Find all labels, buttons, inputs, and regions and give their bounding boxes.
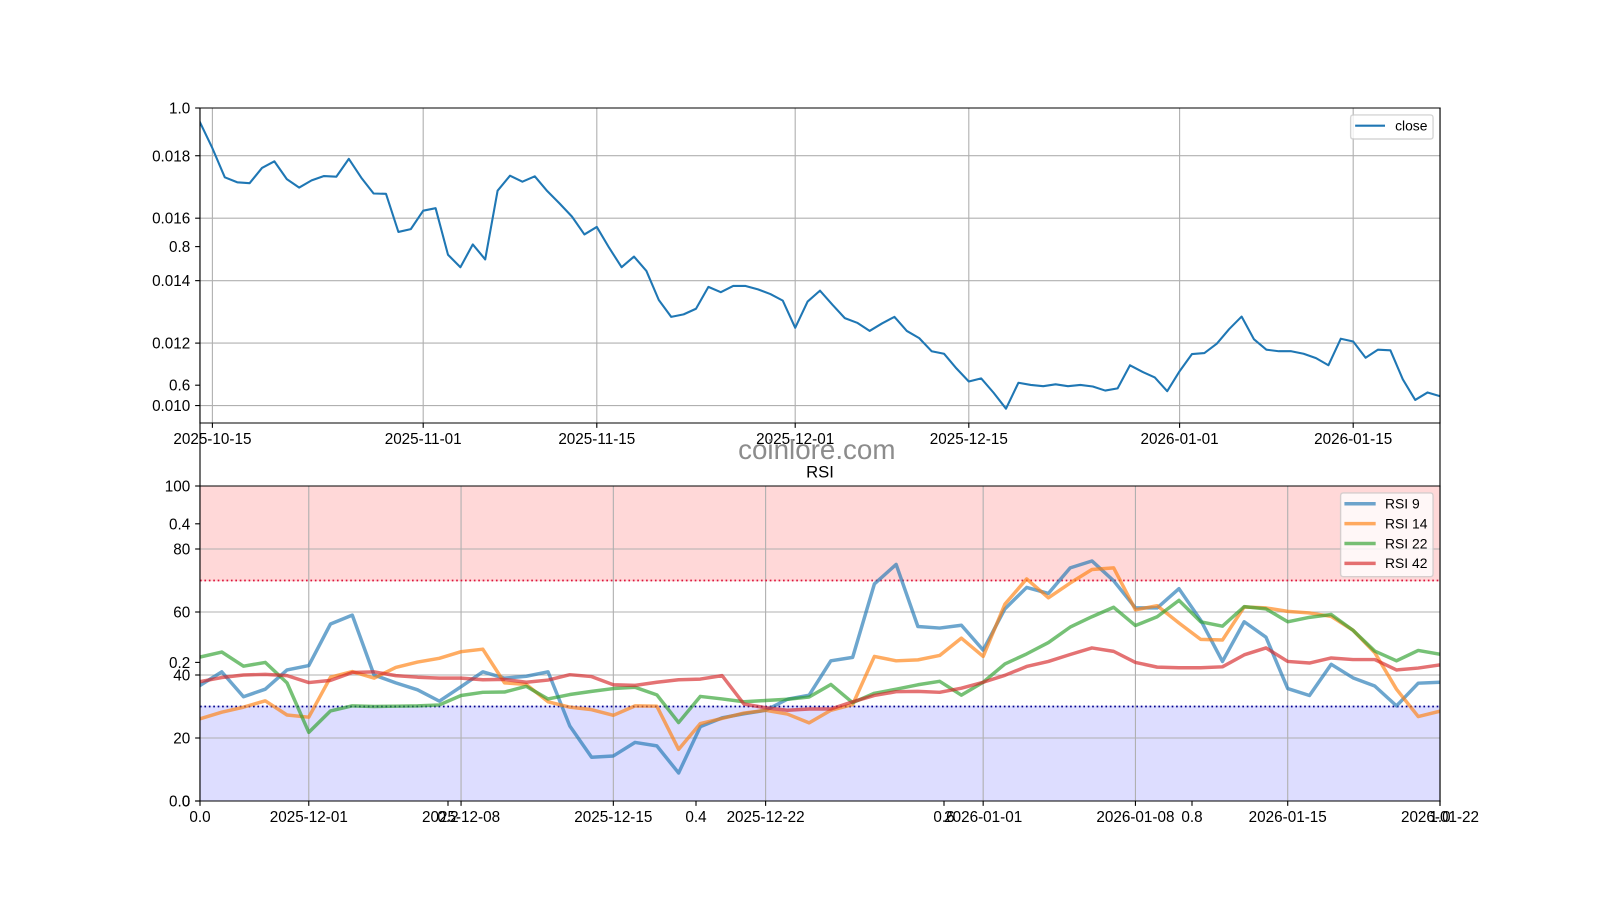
- svg-text:100: 100: [165, 479, 190, 496]
- svg-text:RSI 42: RSI 42: [1385, 555, 1428, 571]
- svg-text:2025-11-15: 2025-11-15: [558, 431, 635, 448]
- svg-text:coinlore.com: coinlore.com: [738, 434, 895, 465]
- svg-text:2025-12-08: 2025-12-08: [422, 809, 500, 826]
- svg-text:RSI 14: RSI 14: [1385, 515, 1428, 531]
- svg-text:2026-01-15: 2026-01-15: [1249, 809, 1327, 826]
- svg-text:0.0: 0.0: [189, 809, 210, 826]
- svg-text:2026-01-01: 2026-01-01: [1141, 431, 1219, 448]
- svg-text:2025-12-15: 2025-12-15: [930, 431, 1008, 448]
- svg-text:0.0: 0.0: [169, 794, 190, 811]
- svg-text:80: 80: [173, 542, 190, 559]
- svg-text:2026-01-01: 2026-01-01: [944, 809, 1022, 826]
- svg-text:close: close: [1395, 118, 1428, 134]
- svg-text:0.012: 0.012: [152, 336, 190, 353]
- svg-text:0.014: 0.014: [152, 273, 191, 290]
- svg-text:2025-12-01: 2025-12-01: [756, 431, 834, 448]
- svg-text:1.0: 1.0: [1429, 809, 1450, 826]
- svg-text:2025-12-01: 2025-12-01: [270, 809, 348, 826]
- svg-text:0.010: 0.010: [152, 398, 190, 415]
- svg-text:0.4: 0.4: [169, 516, 191, 533]
- svg-text:0.016: 0.016: [152, 211, 190, 228]
- svg-text:0.8: 0.8: [169, 239, 190, 256]
- svg-text:RSI: RSI: [806, 463, 834, 482]
- svg-text:0.6: 0.6: [169, 378, 190, 395]
- svg-text:0.018: 0.018: [152, 148, 190, 165]
- svg-text:0.2: 0.2: [437, 809, 458, 826]
- svg-text:2025-12-22: 2025-12-22: [727, 809, 805, 826]
- svg-text:2026-01-08: 2026-01-08: [1096, 809, 1174, 826]
- svg-text:2025-11-01: 2025-11-01: [385, 431, 462, 448]
- svg-text:RSI 22: RSI 22: [1385, 535, 1428, 551]
- svg-text:0.4: 0.4: [685, 809, 707, 826]
- svg-text:2026-01-15: 2026-01-15: [1314, 431, 1392, 448]
- svg-text:2026-01-22: 2026-01-22: [1401, 809, 1479, 826]
- svg-text:0.8: 0.8: [1181, 809, 1202, 826]
- svg-text:40: 40: [173, 668, 190, 685]
- svg-text:0.6: 0.6: [933, 809, 954, 826]
- svg-text:2025-12-15: 2025-12-15: [574, 809, 652, 826]
- svg-text:0.2: 0.2: [169, 655, 190, 672]
- svg-text:2025-10-15: 2025-10-15: [173, 431, 251, 448]
- svg-text:60: 60: [173, 605, 190, 622]
- svg-text:RSI 9: RSI 9: [1385, 496, 1420, 512]
- svg-text:20: 20: [173, 731, 190, 748]
- svg-text:1.0: 1.0: [169, 101, 190, 118]
- svg-text:0: 0: [182, 794, 190, 811]
